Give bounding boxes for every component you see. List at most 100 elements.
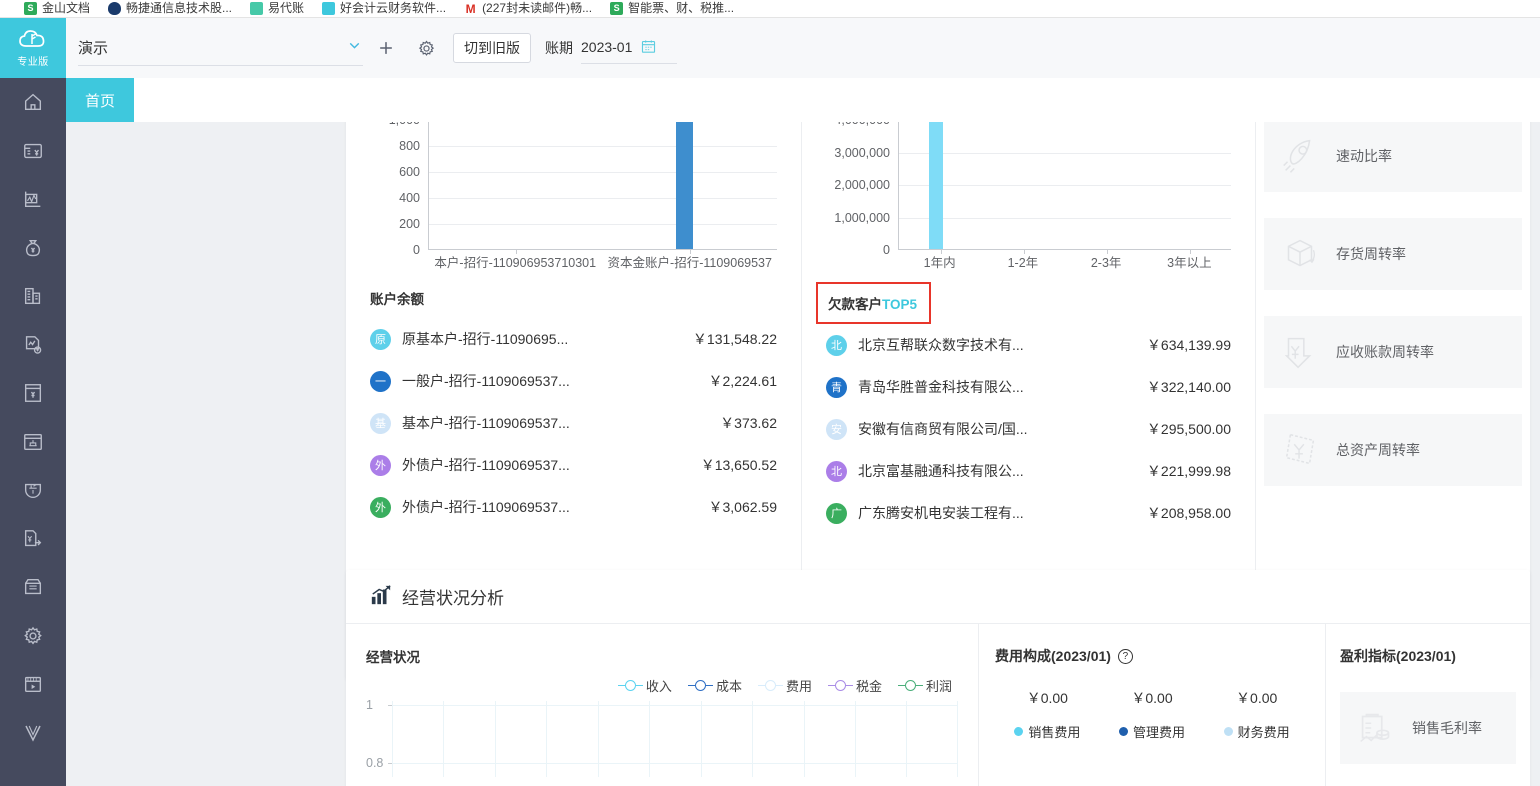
sidebar-item-home[interactable] (0, 78, 66, 127)
legend-item-profit[interactable]: 利润 (897, 676, 952, 695)
expense-cell: ￥0.00 管理费用 (1100, 688, 1205, 741)
x-tick-label: 1-2年 (1007, 256, 1039, 270)
x-tick-label: 本户-招行-110906953710301 (434, 256, 597, 270)
yen-down-arrow-icon (1264, 316, 1336, 388)
ratio-card-inventory[interactable]: 存货周转率 (1264, 218, 1522, 290)
sidebar-item-video[interactable] (0, 660, 66, 709)
invoice-icon (24, 384, 42, 403)
y-tick: 0 (413, 243, 420, 257)
legend-item-cost[interactable]: 成本 (687, 676, 742, 695)
sidebar-item-analysis[interactable] (0, 321, 66, 370)
list-item[interactable]: 北 北京互帮联众数字技术有... ￥634,139.99 (820, 324, 1237, 366)
top-toolbar: 演示 切到旧版 账期 2023-01 (66, 18, 1540, 78)
legend-label: 收入 (645, 679, 672, 694)
sidebar-item-payment[interactable] (0, 515, 66, 564)
bookmark-label: 畅捷通信息技术股... (126, 1, 233, 15)
expense-composition-title-row: 费用构成(2023/01) ? (995, 646, 1309, 666)
bookmark-item[interactable]: 好会计云财务软件... (322, 2, 446, 15)
sidebar-item-cash[interactable] (0, 224, 66, 273)
account-amount: ￥3,062.59 (708, 499, 778, 515)
legend-item-expense[interactable]: 费用 (757, 676, 812, 695)
settings-button[interactable] (409, 31, 443, 65)
ratio-cards-column: 速动比率 存货周转率 (1256, 122, 1530, 680)
switch-old-version-label: 切到旧版 (464, 40, 520, 56)
voucher-yen-icon (24, 143, 42, 158)
bookmark-item[interactable]: 畅捷通信息技术股... (108, 2, 232, 15)
tab-home[interactable]: 首页 (66, 78, 134, 122)
avatar: 外 (370, 454, 391, 476)
bank-chart-plot (428, 122, 777, 254)
customer-amount: ￥295,500.00 (1146, 421, 1231, 437)
receivable-aging-column: 4,000,000 3,000,000 2,000,000 1,000,000 … (801, 122, 1256, 680)
cloud-icon (322, 2, 336, 15)
gross-margin-card[interactable]: 销售毛利率 (1340, 692, 1516, 764)
switch-old-version-button[interactable]: 切到旧版 (453, 33, 531, 63)
bookmark-item[interactable]: 易代账 (250, 2, 304, 15)
operating-status-panel: 经营状况 收入 成本 (346, 624, 978, 786)
list-item[interactable]: 外 外债户-招行-1109069537... ￥3,062.59 (364, 486, 783, 528)
list-item[interactable]: 北 北京富基融通科技有限公... ￥221,999.98 (820, 450, 1237, 492)
sidebar-item-report[interactable] (0, 175, 66, 224)
sidebar-item-invoice[interactable] (0, 369, 66, 418)
bookmark-item[interactable]: S 智能票、财、税推... (610, 2, 734, 15)
sidebar-item-more[interactable] (0, 709, 66, 758)
customer-amount: ￥322,140.00 (1146, 379, 1231, 395)
question-mark-icon[interactable]: ? (1117, 648, 1133, 664)
legend-item-tax[interactable]: 税金 (827, 676, 882, 695)
list-item[interactable]: 安 安徽有信商贸有限公司/国... ￥295,500.00 (820, 408, 1237, 450)
ratio-card-receivable[interactable]: 应收账款周转率 (1264, 316, 1522, 388)
account-name: 外债户-招行-1109069537... (402, 457, 570, 473)
bookmark-label: 好会计云财务软件... (340, 1, 447, 15)
sidebar-item-voucher[interactable] (0, 127, 66, 176)
rocket-icon (1264, 122, 1336, 192)
bank-window-icon (24, 433, 42, 450)
y-tick: 4,000,000 (834, 122, 890, 127)
list-item[interactable]: 青 青岛华胜普金科技有限公... ￥322,140.00 (820, 366, 1237, 408)
avatar: 青 (826, 376, 847, 398)
period-value: 2023-01 (581, 38, 633, 55)
expense-legend: 管理费用 (1100, 722, 1205, 741)
sidebar-item-tax[interactable] (0, 466, 66, 515)
legend-marker-icon (617, 680, 643, 691)
bookmark-item[interactable]: M (227封未读邮件)畅... (464, 2, 592, 15)
legend-item-revenue[interactable]: 收入 (617, 676, 672, 695)
list-item[interactable]: 基 基本户-招行-1109069537... ￥373.62 (364, 402, 783, 444)
account-amount: ￥2,224.61 (708, 373, 778, 389)
period-picker[interactable]: 2023-01 (581, 32, 677, 64)
sidebar-item-bank[interactable] (0, 418, 66, 467)
customer-amount: ￥221,999.98 (1146, 463, 1231, 479)
company-select[interactable]: 演示 (78, 30, 363, 66)
sidebar-item-archive[interactable] (0, 563, 66, 612)
sidebar-item-assets[interactable] (0, 272, 66, 321)
ratio-card-quick[interactable]: 速动比率 (1264, 122, 1522, 192)
list-item[interactable]: 原 原基本户-招行-11090695... ￥131,548.22 (364, 318, 783, 360)
shield-icon (108, 2, 122, 15)
y-tick: 2,000,000 (834, 178, 890, 192)
ratio-card-total-assets[interactable]: 总资产周转率 (1264, 414, 1522, 486)
operating-legend: 收入 成本 费用 (366, 676, 958, 695)
list-item[interactable]: 广 广东腾安机电安装工程有... ￥208,958.00 (820, 492, 1237, 534)
x-tick-label: 3年以上 (1167, 256, 1212, 270)
bookmark-item[interactable]: S 金山文档 (24, 2, 90, 15)
top5-title-accent: TOP5 (882, 297, 918, 312)
bar-item (928, 122, 943, 249)
sidebar-item-settings[interactable] (0, 612, 66, 661)
list-item[interactable]: 一 一般户-招行-1109069537... ￥2,224.61 (364, 360, 783, 402)
add-button[interactable] (369, 31, 403, 65)
expense-cell: ￥0.00 销售费用 (995, 688, 1100, 741)
growth-chart-icon (370, 584, 392, 609)
wps-icon: S (24, 2, 37, 15)
app-logo[interactable]: 专业版 (0, 18, 66, 78)
expense-composition-title: 费用构成(2023/01) (995, 648, 1111, 664)
logo-subtitle: 专业版 (17, 57, 49, 68)
legend-dot-icon (1119, 727, 1128, 736)
customer-amount: ￥208,958.00 (1146, 505, 1231, 521)
chevron-down-icon (346, 37, 363, 58)
business-analysis-body: 经营状况 收入 成本 (346, 624, 1530, 786)
avatar: 安 (826, 418, 847, 440)
y-tick: 1,000 (389, 122, 420, 127)
bank-chart-y-axis: 1,000 800 600 400 200 0 (364, 122, 428, 257)
tab-home-label: 首页 (84, 92, 115, 110)
list-item[interactable]: 外 外债户-招行-1109069537... ￥13,650.52 (364, 444, 783, 486)
profit-indicator-title: 盈利指标(2023/01) (1340, 648, 1456, 664)
